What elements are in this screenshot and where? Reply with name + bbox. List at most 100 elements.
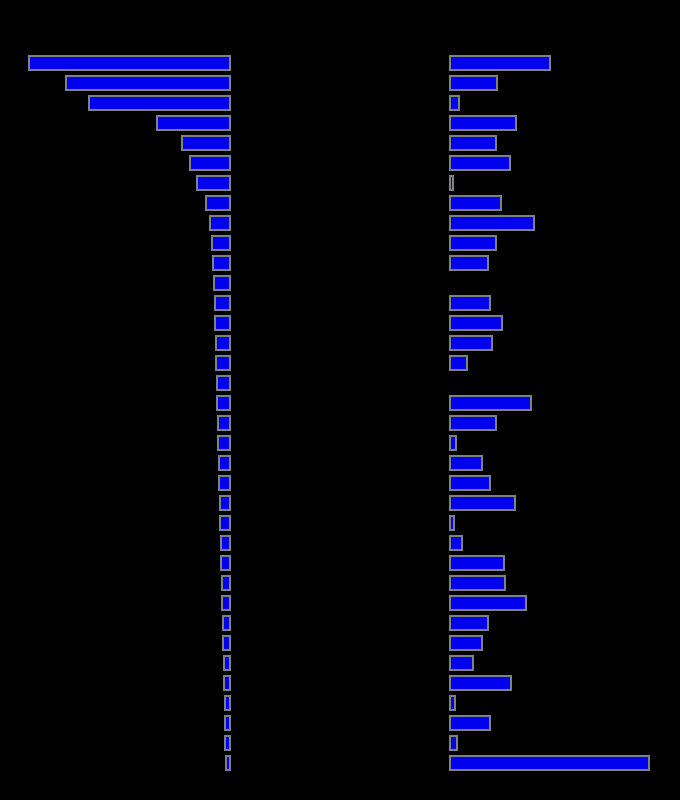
bar-row — [449, 135, 680, 151]
bar-row — [0, 595, 231, 611]
left-bar-chart-panel — [0, 55, 231, 771]
bar-row — [449, 95, 680, 111]
bar — [449, 415, 497, 431]
bar — [449, 475, 491, 491]
bar — [449, 295, 491, 311]
bar-row — [449, 655, 680, 671]
bar — [205, 195, 231, 211]
bar-row — [449, 115, 680, 131]
bar-row — [449, 275, 680, 291]
bar-row — [0, 195, 231, 211]
bar — [449, 315, 503, 331]
bar-row — [0, 315, 231, 331]
bar — [225, 755, 231, 771]
bar-row — [449, 315, 680, 331]
bar — [224, 695, 231, 711]
bar-row — [0, 715, 231, 731]
bar — [209, 215, 231, 231]
bar-row — [449, 715, 680, 731]
bar — [449, 515, 455, 531]
bar — [88, 95, 231, 111]
bar — [449, 75, 498, 91]
bar — [218, 475, 231, 491]
bar — [217, 415, 231, 431]
bar — [449, 555, 505, 571]
bar-row — [449, 575, 680, 591]
bar — [215, 335, 231, 351]
bar-row — [0, 335, 231, 351]
bar-row — [449, 435, 680, 451]
bar-row — [449, 735, 680, 751]
bar-row — [0, 415, 231, 431]
bar-row — [0, 475, 231, 491]
bar-row — [0, 75, 231, 91]
bar — [211, 235, 231, 251]
bar — [449, 675, 512, 691]
bar-row — [449, 255, 680, 271]
bar — [213, 275, 231, 291]
bar-row — [0, 275, 231, 291]
bar-row — [449, 355, 680, 371]
bar-row — [0, 695, 231, 711]
bar-row — [449, 395, 680, 411]
bar — [449, 535, 463, 551]
bar-row — [0, 95, 231, 111]
bar — [220, 535, 231, 551]
bar-row — [0, 175, 231, 191]
bar-row — [0, 395, 231, 411]
bar — [65, 75, 231, 91]
bar-row — [449, 375, 680, 391]
bar — [219, 515, 231, 531]
bar — [449, 695, 456, 711]
bar — [217, 435, 231, 451]
bar-row — [0, 535, 231, 551]
bar — [449, 115, 517, 131]
bar — [449, 195, 502, 211]
bar-row — [449, 595, 680, 611]
bar — [449, 355, 468, 371]
bar — [181, 135, 231, 151]
bar-row — [449, 675, 680, 691]
bar — [224, 735, 231, 751]
bar-row — [0, 215, 231, 231]
bar-row — [449, 335, 680, 351]
bar-row — [449, 235, 680, 251]
bar-row — [449, 695, 680, 711]
bar-row — [449, 755, 680, 771]
bar-row — [449, 515, 680, 531]
bar — [449, 635, 483, 651]
bar-row — [0, 675, 231, 691]
bar-row — [0, 575, 231, 591]
bar — [216, 375, 231, 391]
bar — [449, 735, 458, 751]
bar-row — [0, 155, 231, 171]
bar-row — [0, 135, 231, 151]
bar — [220, 555, 231, 571]
bar — [218, 455, 231, 471]
bar-row — [449, 75, 680, 91]
bar-row — [449, 455, 680, 471]
bar-row — [0, 255, 231, 271]
bar-row — [0, 355, 231, 371]
bar-row — [0, 235, 231, 251]
bar — [156, 115, 231, 131]
bar — [224, 715, 231, 731]
bar — [449, 655, 474, 671]
bar — [449, 335, 493, 351]
bar-row — [0, 115, 231, 131]
bar — [214, 295, 231, 311]
bar — [196, 175, 231, 191]
bar — [449, 55, 551, 71]
bar-row — [0, 635, 231, 651]
bar-row — [0, 655, 231, 671]
bar — [223, 675, 231, 691]
bar-row — [449, 495, 680, 511]
bar-row — [449, 155, 680, 171]
bar-row — [449, 475, 680, 491]
bar-row — [0, 455, 231, 471]
bar — [219, 495, 231, 511]
bar-row — [449, 215, 680, 231]
bar — [222, 635, 231, 651]
bar-row — [449, 195, 680, 211]
